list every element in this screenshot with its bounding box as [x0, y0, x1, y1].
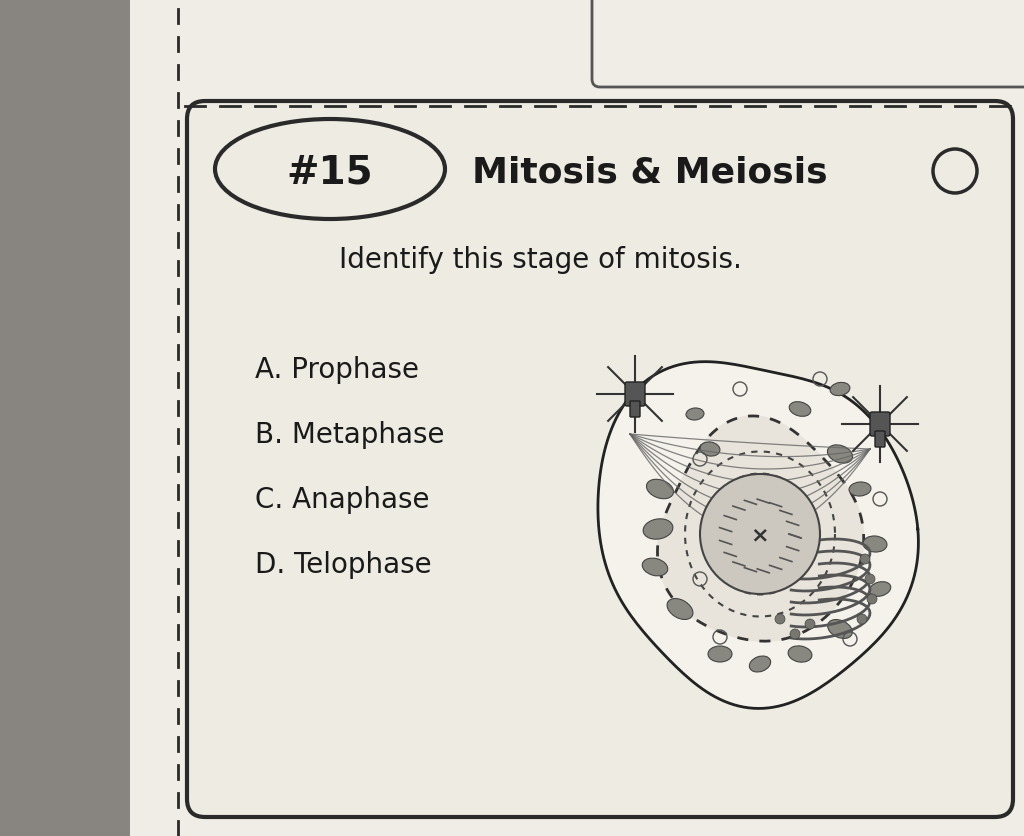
FancyBboxPatch shape: [874, 431, 885, 447]
Ellipse shape: [863, 537, 887, 553]
Text: B. Metaphase: B. Metaphase: [255, 421, 444, 448]
Ellipse shape: [667, 599, 693, 619]
Circle shape: [867, 594, 877, 604]
Ellipse shape: [827, 619, 852, 639]
Circle shape: [700, 475, 820, 594]
Ellipse shape: [790, 402, 811, 417]
Text: ×: ×: [751, 524, 769, 544]
Text: D. Telophase: D. Telophase: [255, 550, 432, 579]
Circle shape: [865, 574, 874, 584]
FancyBboxPatch shape: [630, 401, 640, 417]
Circle shape: [790, 630, 800, 640]
Circle shape: [860, 554, 870, 564]
Circle shape: [775, 614, 785, 624]
Ellipse shape: [642, 558, 668, 576]
Polygon shape: [598, 362, 919, 709]
Circle shape: [805, 619, 815, 630]
Ellipse shape: [686, 409, 703, 421]
Circle shape: [857, 614, 867, 624]
Ellipse shape: [827, 446, 853, 464]
Ellipse shape: [700, 442, 720, 456]
Text: Mitosis & Meiosis: Mitosis & Meiosis: [472, 155, 827, 189]
FancyBboxPatch shape: [187, 102, 1013, 817]
Polygon shape: [657, 416, 863, 641]
Ellipse shape: [215, 120, 445, 220]
FancyBboxPatch shape: [130, 0, 1024, 836]
Ellipse shape: [869, 582, 891, 597]
Ellipse shape: [646, 480, 674, 499]
FancyBboxPatch shape: [592, 0, 1024, 88]
Text: A. Prophase: A. Prophase: [255, 355, 419, 384]
Text: #15: #15: [287, 153, 374, 191]
Ellipse shape: [788, 646, 812, 662]
FancyBboxPatch shape: [870, 412, 890, 436]
Text: Identify this stage of mitosis.: Identify this stage of mitosis.: [339, 246, 741, 273]
Ellipse shape: [708, 646, 732, 662]
Ellipse shape: [830, 383, 850, 396]
Ellipse shape: [643, 519, 673, 539]
Text: C. Anaphase: C. Anaphase: [255, 486, 429, 513]
Ellipse shape: [750, 656, 771, 672]
Ellipse shape: [849, 482, 871, 497]
FancyBboxPatch shape: [625, 383, 645, 406]
